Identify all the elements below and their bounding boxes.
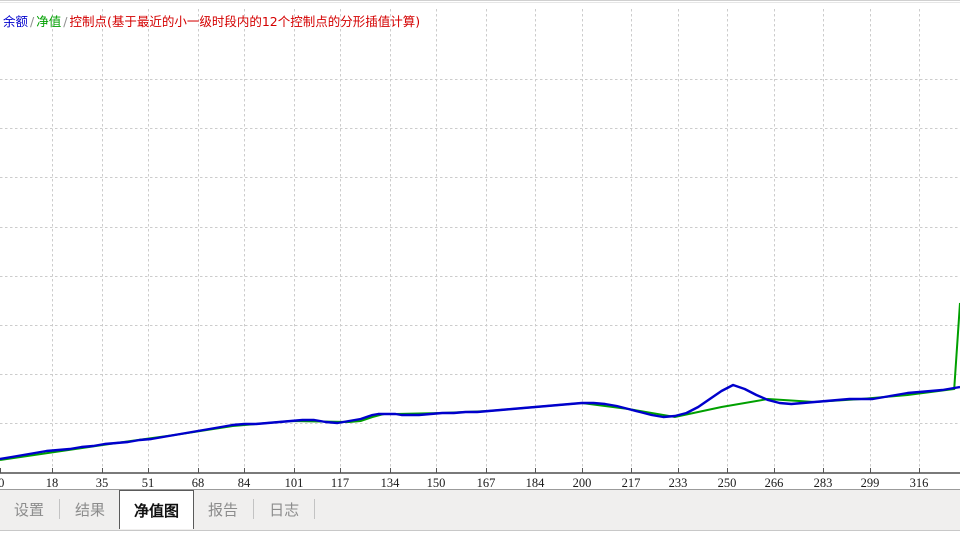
gridline-vertical: [486, 9, 487, 471]
x-axis-tick: [294, 468, 295, 473]
tab-active-item[interactable]: 净值图: [119, 490, 195, 529]
tab-item[interactable]: 日志: [269, 500, 300, 519]
gridline-horizontal: [0, 79, 960, 80]
x-axis-tick: [198, 468, 199, 473]
x-axis-tick-label: 84: [237, 476, 251, 489]
x-axis-tick: [390, 468, 391, 473]
x-axis-tick: [678, 468, 679, 473]
x-axis-tick: [340, 468, 341, 473]
tabbar-bottom-strip: [0, 530, 960, 540]
window-top-divider: [0, 0, 960, 1]
gridline-vertical: [535, 9, 536, 471]
x-axis-tick-labels: 0 18 35 51 68 84 101 117 134 150 167 184 200 217 233 25…: [0, 476, 960, 489]
gridline-vertical: [823, 9, 824, 471]
x-axis-tick-label: 233: [668, 476, 688, 489]
x-axis-tick: [0, 468, 1, 473]
x-axis-tick: [52, 468, 53, 473]
tab-list: 设置 结果 净值图 报告 日志: [0, 490, 316, 529]
x-axis-tick-label: 0: [0, 476, 5, 489]
x-axis-tick-label: 51: [141, 476, 155, 489]
gridline-vertical: [582, 9, 583, 471]
legend-balance-label: 余额: [3, 14, 29, 29]
legend-separator-2: /: [63, 14, 68, 29]
gridline-horizontal: [0, 325, 960, 326]
x-axis-tick: [148, 468, 149, 473]
balance-series-line: [0, 383, 960, 461]
gridline-vertical: [678, 9, 679, 471]
gridline-vertical: [244, 9, 245, 471]
x-axis-tick: [774, 468, 775, 473]
x-axis-tick-label: 35: [95, 476, 109, 489]
x-axis-tick-label: 283: [813, 476, 833, 489]
gridline-horizontal: [0, 128, 960, 129]
gridline-horizontal: [0, 423, 960, 424]
gridline-vertical: [340, 9, 341, 471]
window-top-divider-2: [0, 2, 960, 3]
x-axis-tick: [436, 468, 437, 473]
x-axis-tick-label: 299: [860, 476, 880, 489]
x-axis-tick: [486, 468, 487, 473]
x-axis-tick-label: 167: [476, 476, 496, 489]
gridline-horizontal: [0, 276, 960, 277]
chart-plot-area: [0, 3, 960, 474]
gridline-vertical: [148, 9, 149, 471]
x-axis-tick: [631, 468, 632, 473]
x-axis-tick-label: 150: [426, 476, 446, 489]
chart-legend: 余额 / 净值 / 控制点(基于最近的小一级时段内的12个控制点的分形插值计算): [3, 15, 420, 29]
x-axis-tick-label: 101: [284, 476, 304, 489]
x-axis-tick-label: 134: [380, 476, 400, 489]
x-axis-tick-label: 266: [764, 476, 784, 489]
tab-separator: [59, 499, 61, 519]
gridline-vertical: [198, 9, 199, 471]
gridline-vertical: [436, 9, 437, 471]
chart-series-layer: [0, 302, 960, 461]
x-axis-tick-label: 200: [572, 476, 592, 489]
x-axis-line: [0, 472, 960, 474]
x-axis-tick-label: 217: [621, 476, 641, 489]
x-axis-tick-label: 184: [525, 476, 545, 489]
gridline-horizontal: [0, 177, 960, 178]
gridline-vertical: [102, 9, 103, 471]
gridline-vertical: [727, 9, 728, 471]
gridline-horizontal: [0, 374, 960, 375]
gridline-vertical: [870, 9, 871, 471]
x-axis-tick: [582, 468, 583, 473]
legend-control-point-label: 控制点(基于最近的小一级时段内的12个控制点的分形插值计算): [69, 14, 421, 29]
gridline-horizontal: [0, 227, 960, 228]
legend-separator-1: /: [30, 14, 35, 29]
x-axis-tick: [727, 468, 728, 473]
legend-equity-label: 净值: [36, 14, 62, 29]
gridline-vertical: [631, 9, 632, 471]
equity-series-line: [0, 302, 960, 461]
tab-separator: [314, 499, 316, 519]
x-axis-tick: [823, 468, 824, 473]
x-axis-tick-label: 316: [909, 476, 929, 489]
x-axis-tick: [244, 468, 245, 473]
x-axis-tick: [870, 468, 871, 473]
x-axis-tick: [102, 468, 103, 473]
x-axis-tick-label: 117: [330, 476, 350, 489]
bottom-tab-bar: 设置 结果 净值图 报告 日志: [0, 489, 960, 540]
x-axis-tick-label: 68: [191, 476, 205, 489]
x-axis-tick-label: 250: [717, 476, 737, 489]
tab-item[interactable]: 报告: [208, 500, 239, 519]
tab-separator: [253, 499, 255, 519]
tab-item[interactable]: 设置: [14, 500, 45, 519]
x-axis-tick: [919, 468, 920, 473]
gridline-vertical: [919, 9, 920, 471]
gridline-vertical: [294, 9, 295, 471]
equity-chart-panel[interactable]: 0 18 35 51 68 84 101 117 134 150 167 184 200 217 233 25…: [0, 3, 960, 489]
gridline-vertical: [52, 9, 53, 471]
tab-item[interactable]: 结果: [75, 500, 106, 519]
gridline-vertical: [390, 9, 391, 471]
gridline-vertical: [774, 9, 775, 471]
x-axis-tick-label: 18: [45, 476, 59, 489]
x-axis-tick: [535, 468, 536, 473]
